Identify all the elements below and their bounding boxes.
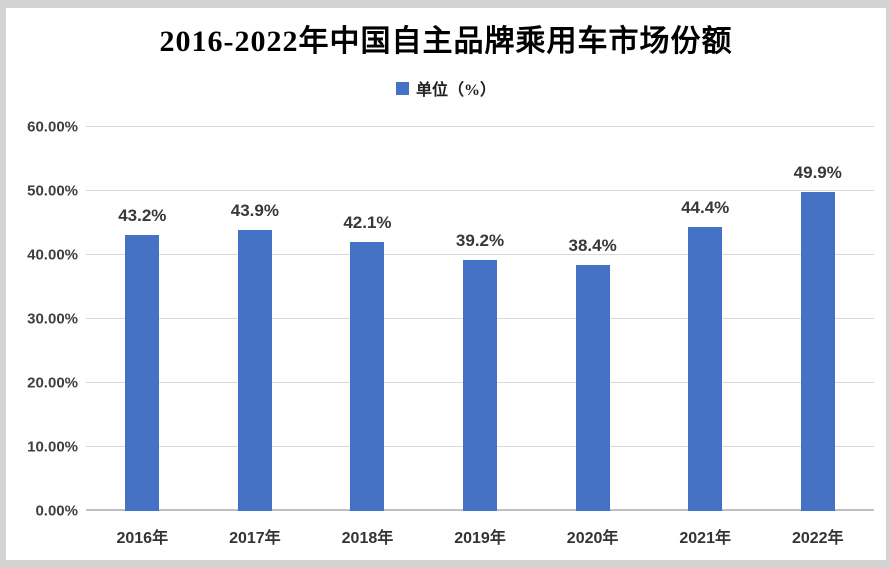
- legend-swatch-icon: [395, 81, 409, 95]
- bar: [575, 265, 610, 511]
- gridline: [86, 254, 874, 255]
- bar-value-label: 43.2%: [118, 205, 167, 225]
- y-axis-tick-label: 60.00%: [27, 118, 78, 136]
- bar-column: 39.2%: [424, 127, 537, 511]
- bar-column: 44.4%: [649, 127, 762, 511]
- bar: [350, 241, 385, 511]
- y-axis-tick-label: 50.00%: [27, 182, 78, 200]
- bar-column: 43.2%: [86, 127, 199, 511]
- x-axis-tick-label: 2018年: [341, 530, 394, 547]
- bar: [125, 234, 160, 511]
- bar-value-label: 42.1%: [343, 212, 392, 232]
- x-axis-tick-label: 2019年: [454, 530, 506, 547]
- bar: [463, 260, 498, 511]
- gridline: [86, 126, 874, 127]
- chart-canvas: 2016-2022年中国自主品牌乘用车市场份额 单位（%） 0.00% 10.00…: [6, 8, 886, 560]
- bar-value-label: 39.2%: [455, 231, 505, 251]
- bar-value-label: 49.9%: [793, 162, 842, 182]
- x-axis-tick-label: 2022年: [791, 530, 844, 547]
- bar-column: 42.1%: [311, 127, 424, 511]
- x-axis-tick-label: 2016年: [116, 530, 169, 547]
- y-axis-tick-label: 20.00%: [27, 374, 78, 392]
- x-axis: 2016年 2017年 2018年 2019年 2020年 2021年 2022年: [86, 524, 874, 548]
- bar-value-label: 38.4%: [568, 236, 617, 256]
- bar: [237, 230, 272, 511]
- y-axis-tick-label: 0.00%: [35, 502, 78, 520]
- legend: 单位（%）: [6, 78, 886, 99]
- bar-series: 43.2% 43.9% 42.1% 39.2% 38.4% 44.4% 49.9%: [86, 127, 874, 511]
- bar: [688, 226, 723, 511]
- bar-value-label: 44.4%: [681, 197, 730, 217]
- y-axis-tick-label: 40.00%: [27, 246, 78, 264]
- bar-column: 43.9%: [199, 127, 312, 511]
- gridline: [86, 190, 874, 191]
- legend-label: 单位（%）: [415, 82, 496, 99]
- chart-title: 2016-2022年中国自主品牌乘用车市场份额: [159, 25, 733, 58]
- x-axis-tick-label: 2017年: [229, 530, 281, 547]
- x-axis-tick-label: 2020年: [566, 530, 619, 547]
- y-axis-tick-label: 30.00%: [27, 310, 78, 328]
- bar: [800, 191, 835, 511]
- x-axis-tick-label: 2021年: [679, 530, 731, 547]
- bar-column: 38.4%: [536, 127, 649, 511]
- bar-value-label: 43.9%: [230, 201, 279, 221]
- y-axis: 0.00% 10.00% 20.00% 30.00% 40.00% 50.00% 60.00…: [6, 119, 78, 520]
- y-axis-tick-label: 10.00%: [27, 438, 78, 456]
- bar-column: 49.9%: [761, 127, 874, 511]
